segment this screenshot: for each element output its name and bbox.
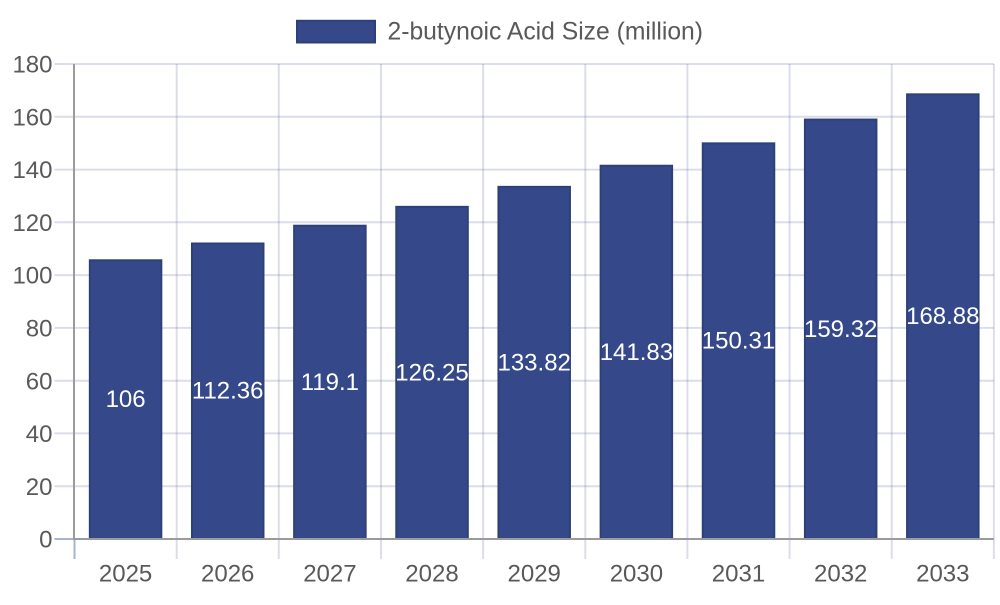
- svg-text:119.1: 119.1: [301, 369, 359, 396]
- svg-text:60: 60: [26, 368, 53, 395]
- svg-text:112.36: 112.36: [192, 378, 264, 405]
- svg-text:150.31: 150.31: [702, 328, 775, 355]
- svg-text:140: 140: [12, 157, 52, 184]
- svg-text:2026: 2026: [201, 561, 254, 588]
- svg-text:2030: 2030: [610, 561, 663, 588]
- svg-text:168.88: 168.88: [906, 303, 979, 330]
- svg-text:2028: 2028: [405, 561, 458, 588]
- svg-text:100: 100: [12, 263, 52, 290]
- svg-text:133.82: 133.82: [497, 349, 570, 376]
- svg-text:2033: 2033: [916, 561, 969, 588]
- svg-text:106: 106: [106, 386, 146, 413]
- svg-text:0: 0: [39, 527, 52, 554]
- svg-text:80: 80: [26, 316, 53, 343]
- svg-text:126.25: 126.25: [395, 359, 468, 386]
- svg-text:2027: 2027: [303, 561, 356, 588]
- svg-text:2025: 2025: [99, 561, 152, 588]
- svg-text:40: 40: [26, 421, 53, 448]
- svg-text:160: 160: [12, 104, 52, 131]
- svg-text:2029: 2029: [508, 561, 561, 588]
- svg-text:2032: 2032: [814, 561, 867, 588]
- svg-text:20: 20: [26, 474, 53, 501]
- svg-text:159.32: 159.32: [804, 316, 877, 343]
- svg-text:120: 120: [12, 210, 52, 237]
- svg-text:180: 180: [12, 52, 52, 79]
- svg-text:2-butynoic Acid Size (million): 2-butynoic Acid Size (million): [388, 18, 704, 46]
- svg-text:141.83: 141.83: [600, 339, 673, 366]
- svg-text:2031: 2031: [712, 561, 765, 588]
